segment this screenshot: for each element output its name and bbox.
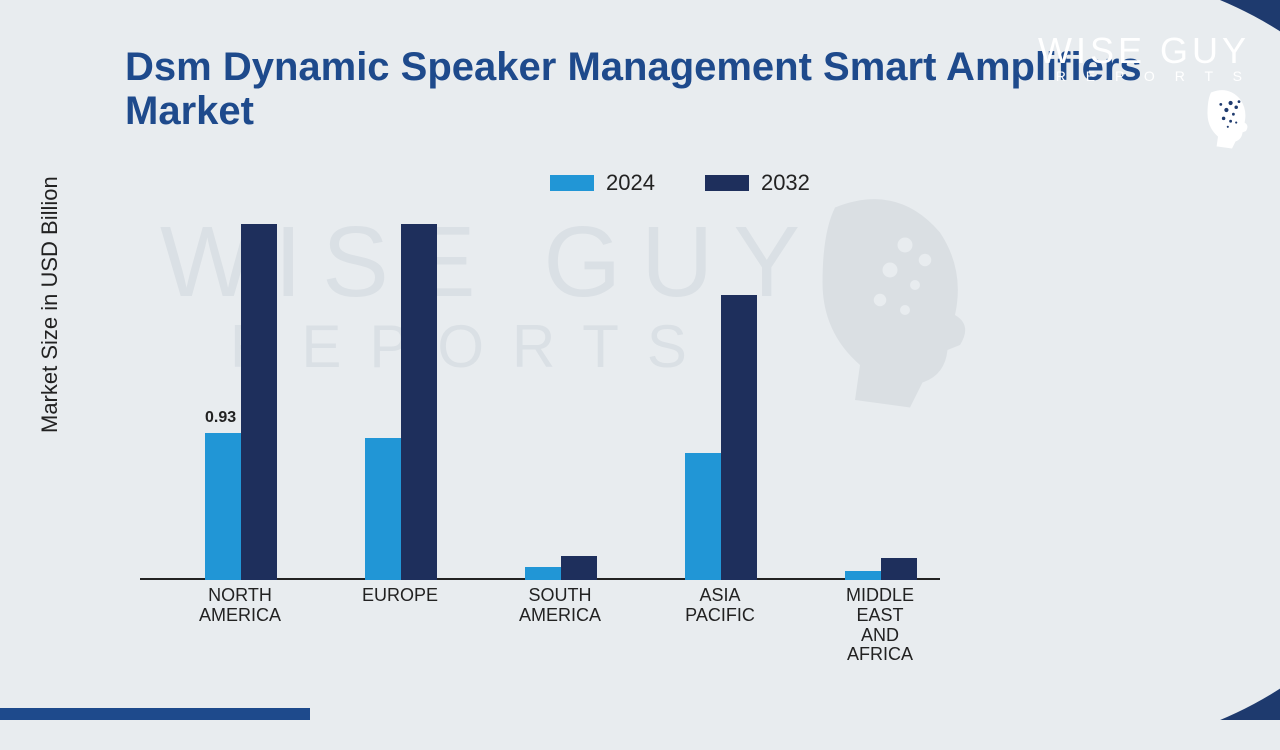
x-axis-category-label: MIDDLEEASTANDAFRICA <box>815 586 945 665</box>
bar-group: 0.93 <box>205 224 305 580</box>
legend-label: 2024 <box>606 170 655 196</box>
bar-2032 <box>881 558 917 580</box>
bar-2024 <box>845 571 881 581</box>
plot-area: 0.93 <box>140 200 940 580</box>
bottom-accent-bar <box>0 708 310 720</box>
bar-group <box>845 558 945 580</box>
x-axis-category-label: ASIAPACIFIC <box>655 586 785 626</box>
x-axis-category-label: EUROPE <box>335 586 465 606</box>
bar-2024: 0.93 <box>205 433 241 580</box>
legend-swatch <box>550 175 594 191</box>
legend-label: 2032 <box>761 170 810 196</box>
x-axis-category-label: NORTHAMERICA <box>175 586 305 626</box>
bar-group <box>525 556 625 580</box>
legend-swatch <box>705 175 749 191</box>
chart-area: Market Size in USD Billion 2024 2032 0.9… <box>60 170 960 700</box>
bar-2032 <box>721 295 757 580</box>
bar-2024 <box>365 438 401 581</box>
logo-main-text: WISE GUY <box>1038 30 1250 72</box>
bar-value-label: 0.93 <box>205 409 236 427</box>
bar-2032 <box>241 224 277 580</box>
bar-group <box>365 224 465 580</box>
legend-item-2024: 2024 <box>550 170 655 196</box>
bar-2024 <box>525 567 561 580</box>
bar-2032 <box>561 556 597 580</box>
legend: 2024 2032 <box>550 170 810 196</box>
bar-group <box>685 295 785 580</box>
x-axis-labels: NORTHAMERICA EUROPE SOUTHAMERICA ASIAPACIFI… <box>140 586 940 696</box>
x-axis-category-label: SOUTHAMERICA <box>495 586 625 626</box>
y-axis-label: Market Size in USD Billion <box>37 176 63 433</box>
bar-2032 <box>401 224 437 580</box>
legend-item-2032: 2032 <box>705 170 810 196</box>
bar-2024 <box>685 453 721 580</box>
head-icon <box>1190 82 1260 152</box>
brand-logo: WISE GUY R E P O R T S <box>1038 30 1250 84</box>
